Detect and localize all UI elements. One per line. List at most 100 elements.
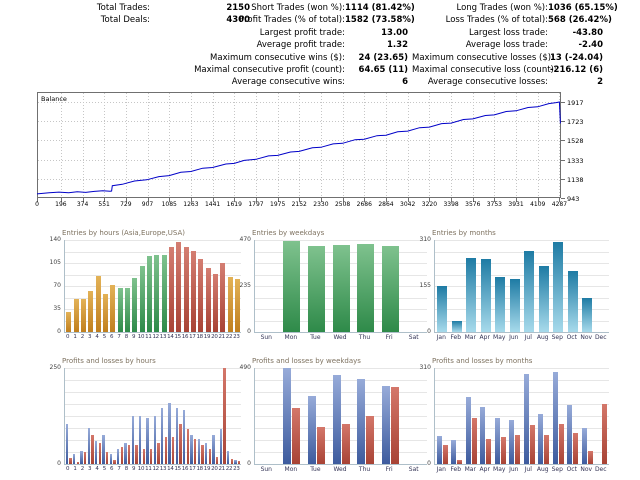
stat-row: Average profit trade: 1.32 — [160, 39, 408, 51]
stat-value: 1.32 — [387, 40, 408, 51]
y-axis-tick-label: 235 — [239, 282, 251, 289]
bar — [553, 242, 564, 332]
x-axis-tick-label: 13 — [159, 466, 167, 472]
chart-plot — [64, 240, 241, 333]
profit-bar — [80, 450, 83, 464]
balance-x-tick-label: 551 — [98, 201, 110, 208]
x-axis-tick-label: Mon — [284, 334, 298, 341]
gridline — [435, 452, 609, 453]
loss-bar — [76, 462, 80, 464]
stat-row: Average loss trade: -2.40 — [412, 39, 603, 51]
loss-bar — [544, 435, 550, 464]
loss-bar — [442, 445, 448, 464]
loss-bar — [529, 425, 535, 464]
balance-x-tick-label: 907 — [141, 201, 154, 208]
x-axis-tick-label: Feb — [450, 334, 462, 341]
stat-value: 1036 (65.15%) — [548, 3, 618, 13]
profit-bar — [332, 374, 341, 464]
stats-column-loss: Long Trades (won %):1036 (65.15%) Loss T… — [412, 2, 618, 89]
loss-bar — [120, 446, 124, 464]
loss-bar — [135, 444, 138, 464]
stat-label: Average consecutive wins: — [231, 77, 345, 88]
x-axis-tick-label: Sat — [408, 334, 419, 341]
loss-bar — [113, 460, 116, 464]
stats-column-totals: Total Trades: 2150 Total Deals: 4300 — [0, 2, 250, 27]
loss-bar — [164, 437, 168, 464]
gridline — [435, 321, 609, 322]
x-axis-tick-label: 16 — [181, 334, 189, 340]
y-axis-tick-label: 0 — [427, 460, 431, 467]
x-axis-tick-label: Fri — [385, 466, 393, 473]
x-axis-tick-label: Aug — [536, 334, 549, 341]
bar — [220, 263, 226, 332]
x-axis-tick-label: 20 — [211, 334, 218, 340]
x-axis-tick-label: 7 — [117, 334, 121, 340]
loss-bar — [208, 448, 212, 464]
y-axis-tick-label: 155 — [419, 282, 431, 289]
balance-y-tick-label: 1138 — [567, 175, 584, 184]
profit-bar — [523, 374, 529, 464]
x-axis-tick-label: Apr — [479, 334, 490, 341]
profit-bar — [72, 454, 76, 464]
stat-value: 1582 (73.58%) — [345, 15, 415, 26]
profit-bar — [436, 436, 442, 464]
gridline — [65, 298, 241, 299]
bar — [567, 270, 578, 332]
stat-label: Largest loss trade: — [468, 27, 548, 38]
loss-bar — [515, 434, 521, 464]
y-axis-tick-label: 490 — [239, 364, 251, 371]
profit-bar — [146, 417, 149, 464]
profit-bar — [283, 368, 292, 464]
x-axis-tick-label: 5 — [102, 334, 107, 340]
balance-x-tick-label: 1797 — [248, 201, 264, 208]
bar — [466, 257, 477, 332]
loss-bar — [127, 444, 131, 464]
gridline — [65, 321, 241, 322]
x-axis-tick-label: Sun — [260, 334, 272, 341]
chart-plot — [254, 240, 427, 333]
loss-bar — [457, 460, 463, 464]
x-axis-tick-label: 1 — [73, 334, 77, 340]
gridline — [65, 368, 241, 369]
balance-y-tick-label: 1333 — [567, 156, 584, 165]
gridline — [65, 309, 241, 310]
x-axis-tick-label: 23 — [233, 466, 240, 472]
stat-row: Total Deals: 4300 — [0, 14, 250, 26]
balance-x-tick-label: 2686 — [356, 201, 372, 208]
stat-label: Profit Trades (% of total): — [239, 15, 345, 26]
bar — [80, 299, 86, 332]
y-axis-tick-label: 0 — [247, 328, 251, 335]
profit-bar — [131, 416, 135, 464]
bar — [212, 274, 218, 332]
x-axis-tick-label: Mar — [464, 334, 476, 341]
stat-row: Total Trades: 2150 — [0, 2, 250, 14]
y-axis-tick-label: 310 — [419, 236, 431, 243]
bar — [124, 287, 130, 332]
loss-bar — [193, 439, 197, 464]
gridline — [435, 380, 609, 381]
gridline — [435, 440, 609, 441]
x-axis-tick-label: 11 — [145, 334, 152, 340]
gridline — [435, 275, 609, 276]
gridline — [255, 368, 427, 369]
balance-x-tick-label: 1085 — [161, 201, 177, 208]
bar — [227, 276, 233, 332]
gridline — [255, 440, 427, 441]
balance-y-tick-label: 1528 — [567, 137, 584, 146]
gridline — [255, 404, 427, 405]
balance-line-chart — [37, 92, 565, 202]
loss-bar — [390, 387, 399, 464]
profit-bar — [197, 439, 201, 464]
bar — [66, 312, 72, 332]
stat-label: Average profit trade: — [256, 40, 345, 51]
profit-bar — [175, 408, 179, 464]
y-axis-tick-label: 250 — [49, 364, 61, 371]
stat-row: Maximal consecutive profit (count): 64.65… — [160, 64, 408, 76]
gridline — [435, 368, 609, 369]
profit-bar — [226, 450, 230, 464]
profit-bar — [109, 454, 113, 464]
profit-bar — [94, 440, 98, 464]
loss-bar — [230, 459, 234, 464]
balance-x-tick-label: 3042 — [400, 201, 416, 208]
x-axis-tick-label: Tue — [310, 334, 321, 341]
